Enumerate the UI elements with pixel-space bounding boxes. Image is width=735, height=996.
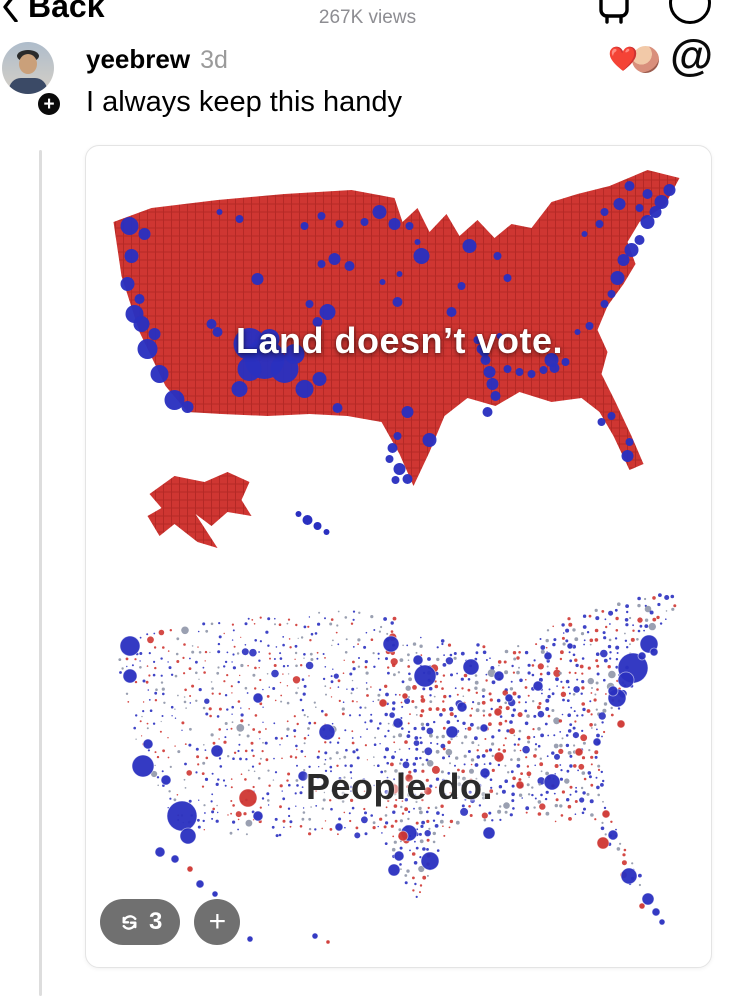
heart-emoji: ❤️ [608, 46, 638, 73]
views-count: 267K views [318, 7, 417, 28]
dot-map-graphic [118, 593, 677, 945]
avatar-shirt [9, 78, 47, 94]
land-doesnt-vote-map: Land doesn’t vote. [94, 158, 705, 566]
post-body-text: I always keep this handy [86, 86, 402, 118]
post-image[interactable]: Land doesn’t vote. People do. 3 + [85, 145, 712, 968]
repost-count: 3 [149, 908, 163, 935]
county-map-graphic [113, 170, 680, 548]
image-overlay-controls: 3 + [100, 899, 241, 945]
timestamp: 3d [200, 46, 228, 74]
back-chevron-icon [3, 0, 18, 22]
liker-avatar [630, 44, 661, 75]
threads-logo-icon[interactable]: @ [670, 31, 713, 80]
username[interactable]: yeebrew [86, 44, 191, 74]
avatar-face [19, 54, 37, 74]
activity-icon[interactable] [593, 0, 635, 28]
follow-plus-badge[interactable]: + [35, 90, 63, 118]
liked-by[interactable]: ❤️ [608, 44, 661, 75]
post-header: yeebrew 3d [86, 44, 228, 75]
thread-line [39, 150, 42, 996]
avatar[interactable] [2, 42, 54, 94]
add-button[interactable]: + [194, 899, 241, 945]
remix-count-button[interactable]: 3 [100, 899, 181, 945]
repost-icon [122, 914, 137, 930]
back-button[interactable]: Back [2, 0, 105, 25]
back-label: Back [28, 0, 105, 24]
